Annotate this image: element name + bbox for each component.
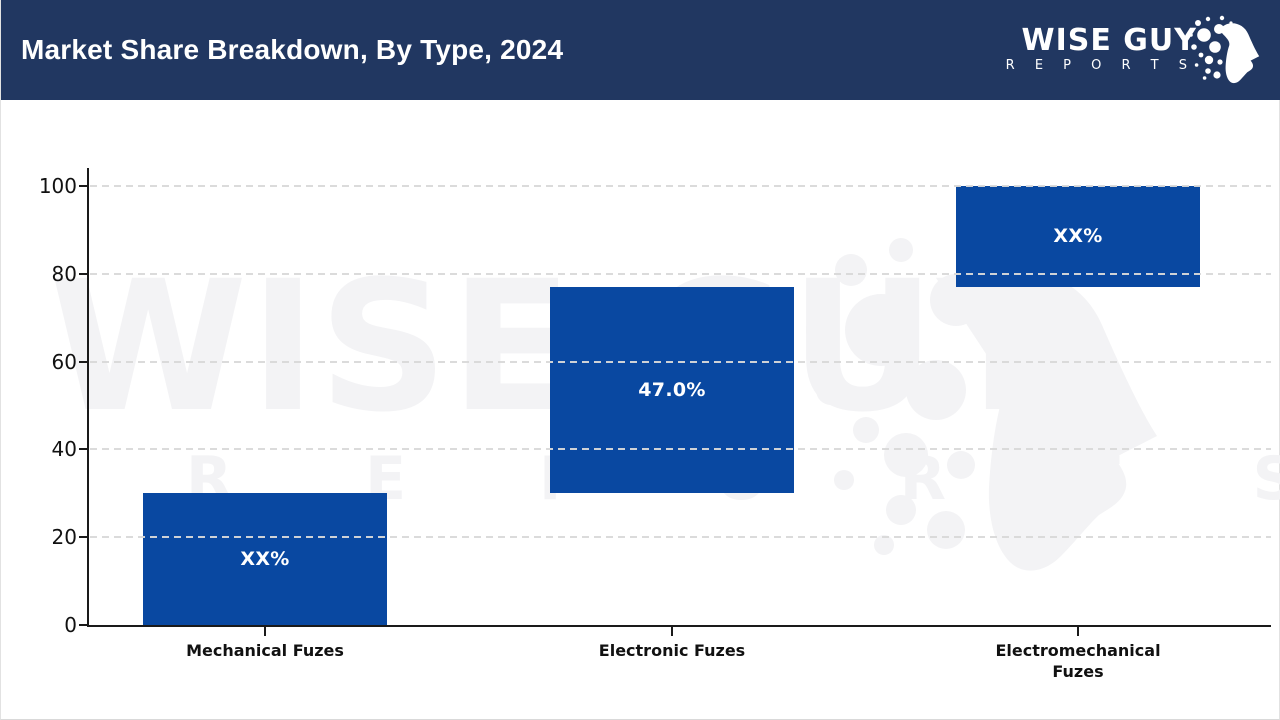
bar-3: XX% xyxy=(956,186,1200,287)
y-tick xyxy=(79,624,88,626)
y-tick-label: 20 xyxy=(51,525,77,550)
gridline-40 xyxy=(90,448,1271,451)
y-tick-label: 0 xyxy=(64,613,77,637)
x-tick xyxy=(671,627,673,636)
gridline-20 xyxy=(90,536,1271,539)
bar-value-label: XX% xyxy=(1053,225,1103,248)
y-tick xyxy=(79,448,88,451)
y-tick xyxy=(79,185,88,187)
bar-value-label: XX% xyxy=(240,548,290,571)
logo-wordmark: WISE GUY xyxy=(1021,23,1197,58)
plot-area: XX% Mechanical Fuzes 47.0% Electronic Fuzes… xyxy=(1,100,1280,720)
logo-tagline: R E P O R T S xyxy=(1005,58,1195,73)
y-tick xyxy=(79,272,88,275)
logo-head-icon xyxy=(1189,15,1260,84)
gridline-100 xyxy=(90,185,1271,187)
x-category-label: Mechanical Fuzes xyxy=(186,641,344,660)
y-tick xyxy=(79,360,88,363)
x-category-label: Electromechanical Fuzes xyxy=(995,641,1161,681)
x-category-label: Electronic Fuzes xyxy=(598,641,746,660)
bar-1: XX% xyxy=(143,493,387,625)
y-tick-label: 100 xyxy=(38,174,77,198)
y-tick-label: 40 xyxy=(51,437,77,462)
bar-2: 47.0% xyxy=(550,286,794,494)
top-bar: Market Share Breakdown, By Type, 2024 WI… xyxy=(1,0,1280,100)
wise-guy-logo: WISE GUY R E P O R T S xyxy=(1006,0,1267,100)
x-axis-spine xyxy=(87,625,1271,627)
gridline-60 xyxy=(90,360,1271,363)
page-title: Market Share Breakdown, By Type, 2024 xyxy=(21,34,564,65)
bar-value-label: 47.0% xyxy=(638,379,706,402)
y-axis-spine xyxy=(87,168,89,627)
gridline-80 xyxy=(90,272,1271,275)
y-tick xyxy=(79,536,88,539)
x-tick xyxy=(1077,627,1079,636)
y-tick-label: 80 xyxy=(51,261,77,286)
y-tick-label: 60 xyxy=(51,349,77,374)
logo-text: WISE GUY R E P O R T S xyxy=(1006,25,1197,75)
x-tick xyxy=(264,627,266,636)
